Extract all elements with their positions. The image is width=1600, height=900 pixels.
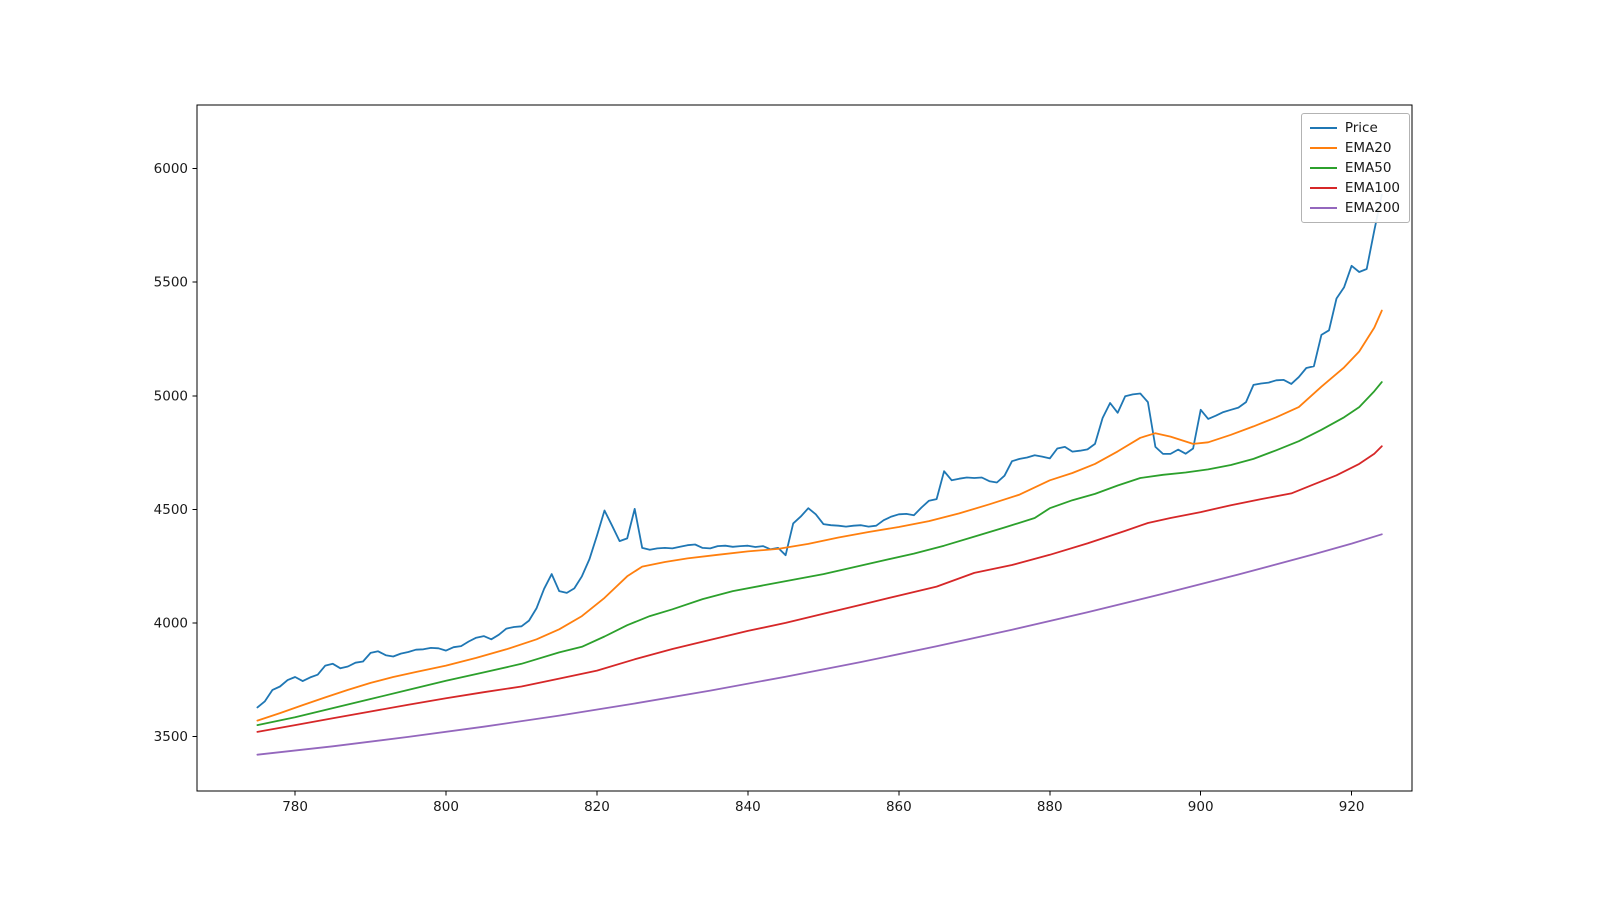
legend-item-price: Price [1309,120,1400,136]
legend-item-ema100: EMA100 [1309,180,1400,196]
x-tick-label: 800 [433,799,459,815]
y-tick-label: 3500 [154,729,188,745]
legend-line-swatch [1309,147,1337,149]
legend-line-swatch [1309,127,1337,129]
legend-label: EMA50 [1344,160,1392,176]
x-tick-label: 860 [886,799,912,815]
legend-line-swatch [1309,207,1337,209]
legend-label: EMA100 [1344,180,1400,196]
series-line-ema50 [256,381,1383,726]
legend-item-ema20: EMA20 [1309,140,1400,156]
y-tick-label: 4500 [154,502,188,518]
y-tick-label: 5000 [154,388,188,404]
y-tick-label: 6000 [154,161,188,177]
series-line-ema100 [256,445,1383,733]
y-tick-label: 5500 [154,275,188,291]
legend-label: EMA20 [1344,140,1392,156]
legend-line-swatch [1309,167,1337,169]
series-line-ema200 [256,533,1383,756]
series-line-price [256,193,1383,709]
x-tick-label: 820 [584,799,610,815]
legend-item-ema200: EMA200 [1309,200,1400,216]
x-tick-label: 880 [1037,799,1063,815]
legend-label: EMA200 [1344,200,1400,216]
x-tick-label: 780 [282,799,308,815]
legend-line-swatch [1309,187,1337,189]
axes-box [196,104,1413,792]
x-tick-label: 840 [735,799,761,815]
legend-label: Price [1344,120,1378,136]
legend-item-ema50: EMA50 [1309,160,1400,176]
x-tick-label: 920 [1339,799,1365,815]
x-tick-label: 900 [1188,799,1214,815]
legend: Price EMA20 EMA50 EMA100 EMA200 [1300,113,1410,223]
y-tick-label: 4000 [154,615,188,631]
series-line-ema20 [256,309,1383,722]
